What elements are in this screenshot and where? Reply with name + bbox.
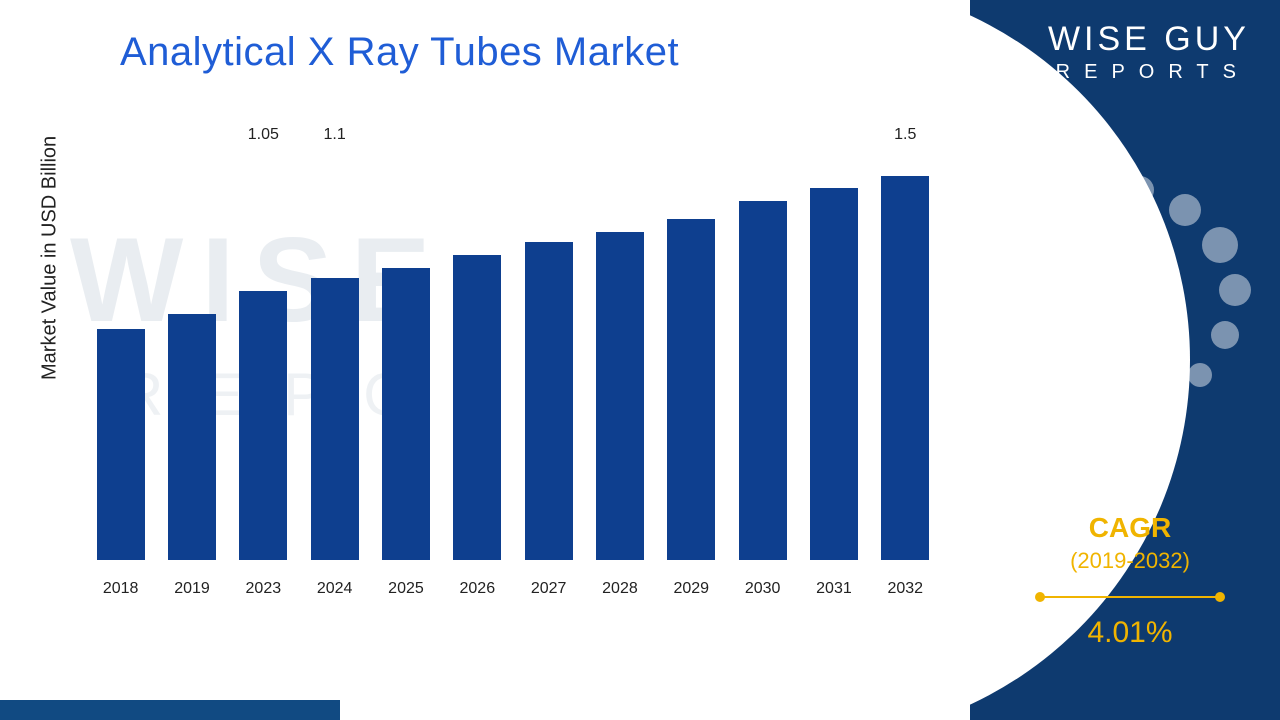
x-tick-label: 2031 <box>809 570 858 610</box>
bar-2026 <box>453 150 502 560</box>
x-tick-label: 2028 <box>595 570 644 610</box>
bar-2031 <box>809 150 858 560</box>
bar-value-label: 1.05 <box>248 126 279 144</box>
bar <box>382 268 430 560</box>
bar-2019 <box>167 150 216 560</box>
cagr-label: CAGR <box>1040 512 1220 544</box>
x-axis: 2018 2019 2023 2024 2025 2026 2027 2028 2029 2030… <box>96 570 930 610</box>
bottom-accent-strip <box>0 700 340 720</box>
bar <box>168 314 216 560</box>
cagr-divider <box>1040 596 1220 598</box>
x-tick-label: 2023 <box>239 570 288 610</box>
bar <box>525 242 573 560</box>
brand-logo: WISE GUY REPORTS <box>1048 20 1250 84</box>
x-tick-label: 2030 <box>738 570 787 610</box>
bar-2018 <box>96 150 145 560</box>
bar-value-label: 1.1 <box>324 126 346 144</box>
plot-area: 1.05 1.1 1.5 <box>96 150 930 560</box>
x-tick-label: 2027 <box>524 570 573 610</box>
bar-chart: Market Value in USD Billion 1.051.11.5 2… <box>50 150 930 610</box>
infographic-stage: WISE GUY REPORTS Analytical X Ray Tubes … <box>0 0 1280 720</box>
bar <box>97 329 145 560</box>
bar-value-label: 1.5 <box>894 126 916 144</box>
x-tick-label: 2029 <box>667 570 716 610</box>
bar <box>453 255 501 560</box>
bar <box>881 176 929 560</box>
bar-2024: 1.1 <box>310 150 359 560</box>
bars-container: 1.05 1.1 1.5 <box>96 150 930 560</box>
cagr-value: 4.01% <box>1040 616 1220 650</box>
bar-2029 <box>667 150 716 560</box>
x-tick-label: 2025 <box>381 570 430 610</box>
bar-2025 <box>381 150 430 560</box>
bar-2028 <box>595 150 644 560</box>
brand-name-top: WISE GUY <box>1048 20 1250 59</box>
cagr-block: CAGR (2019-2032) 4.01% <box>1040 512 1220 650</box>
bar <box>667 219 715 560</box>
bar-2032: 1.5 <box>881 150 930 560</box>
bar <box>311 278 359 560</box>
x-tick-label: 2018 <box>96 570 145 610</box>
x-tick-label: 2019 <box>167 570 216 610</box>
bar-2027 <box>524 150 573 560</box>
x-tick-label: 2032 <box>881 570 930 610</box>
bar-2023: 1.05 <box>239 150 288 560</box>
x-tick-label: 2026 <box>453 570 502 610</box>
bar-2030 <box>738 150 787 560</box>
y-axis-label: Market Value in USD Billion <box>39 136 62 380</box>
bar <box>739 201 787 560</box>
x-tick-label: 2024 <box>310 570 359 610</box>
bar <box>596 232 644 560</box>
bar <box>810 188 858 560</box>
cagr-period: (2019-2032) <box>1040 548 1220 574</box>
chart-title: Analytical X Ray Tubes Market <box>120 30 679 75</box>
brand-name-bottom: REPORTS <box>1048 61 1250 84</box>
bar <box>239 291 287 560</box>
